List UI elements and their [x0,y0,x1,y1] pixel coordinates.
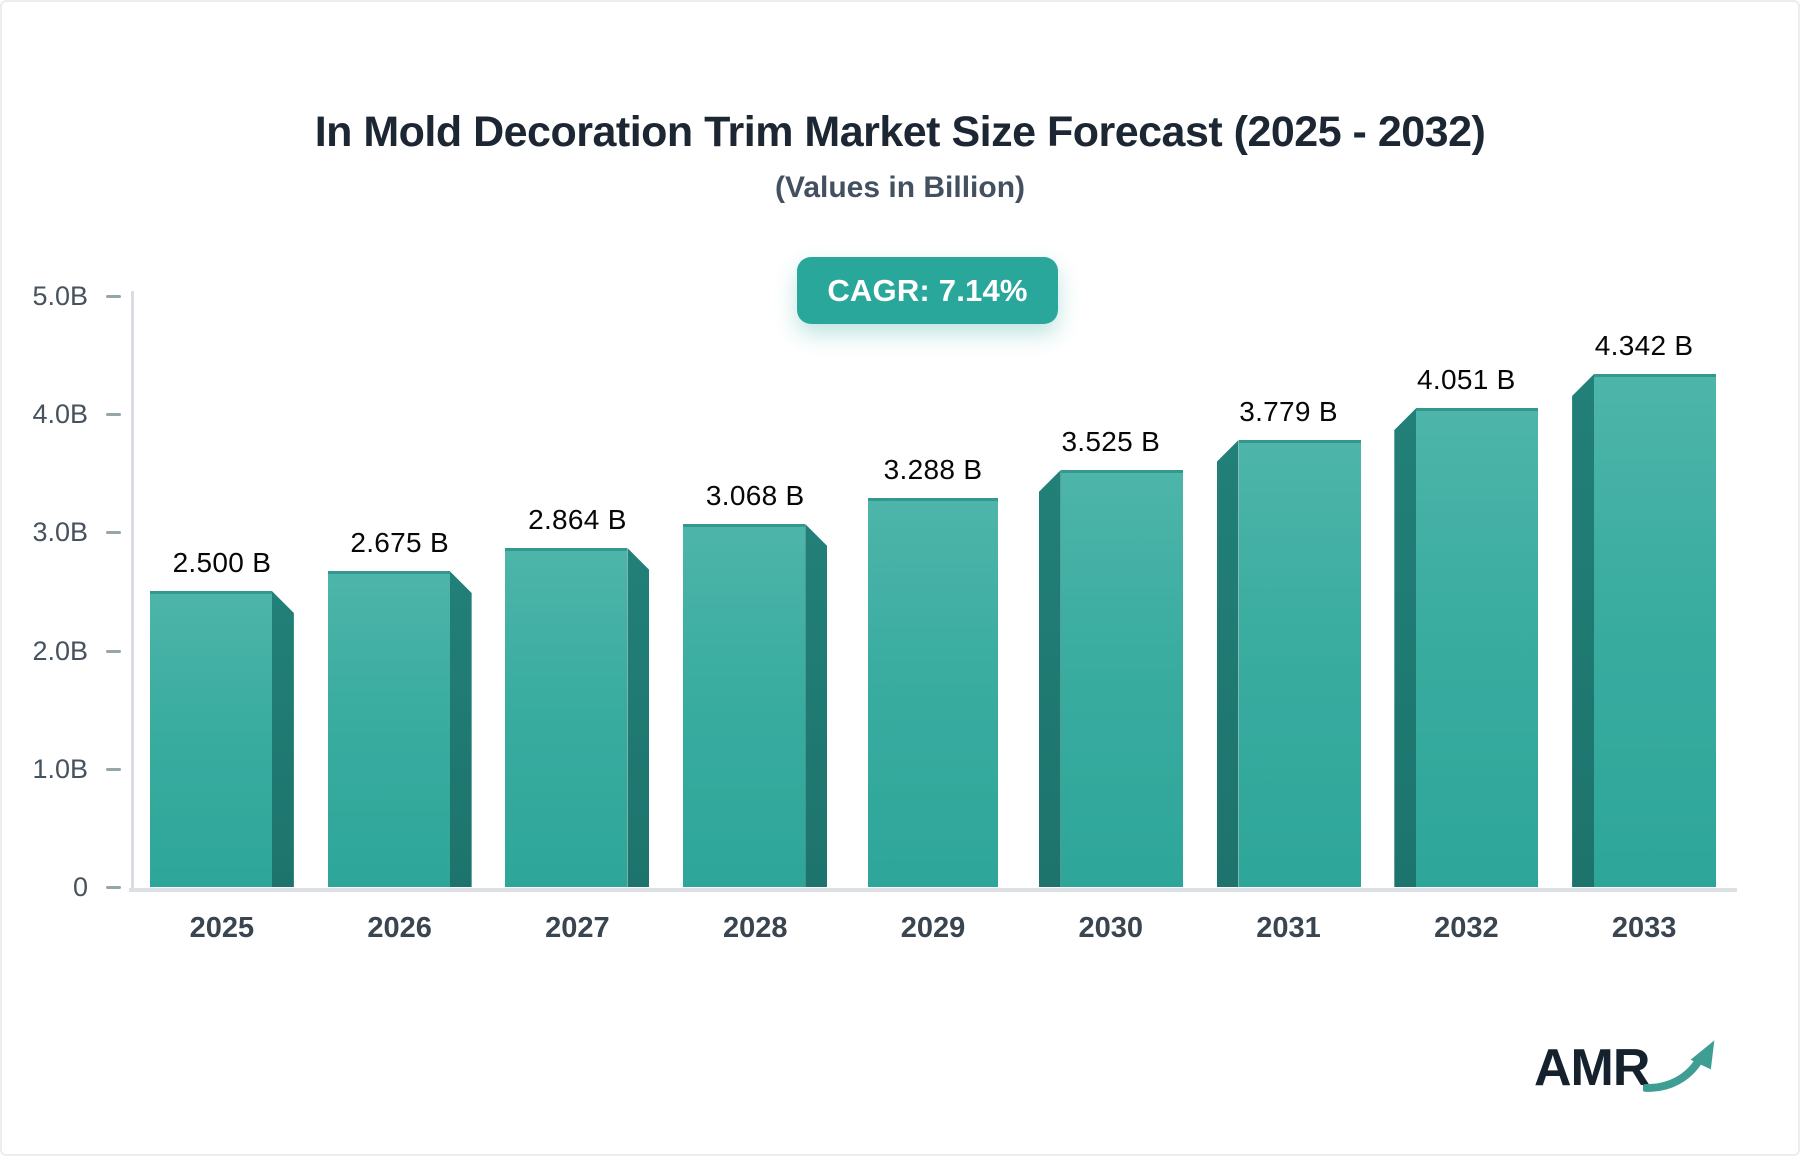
y-axis-tick-mark-2.0B [106,650,121,653]
bar-face-2033 [1594,374,1717,887]
bar-value-label-2026: 2.675 B [350,527,449,558]
bar-2031 [1216,440,1361,887]
bar-face-2031 [1238,440,1361,887]
x-axis-label-2028: 2028 [722,912,788,944]
x-axis-line [129,888,1737,892]
y-axis-tick-mark-5.0B [106,295,121,298]
cagr-badge: CAGR: 7.14% [797,257,1058,324]
y-axis-tick-label-2.0B: 2.0B [32,636,88,666]
logo-text: AMR [1534,1039,1650,1097]
bar-slot-2028: 3.068 B [666,296,844,887]
bar-2025 [149,591,294,887]
bar-slot-2032: 4.051 B [1377,296,1555,887]
bar-slot-2025: 2.500 B [133,296,311,887]
bar-side-face-2032 [1394,408,1417,887]
cagr-badge-label: CAGR: 7.14% [827,272,1028,308]
bar-face-2026 [327,571,450,887]
y-axis-ticks: 5.0B 4.0B 3.0B 2.0B 1.0B 0 [2,281,133,902]
chart-subtitle: (Values in Billion) [774,171,1026,204]
y-axis-tick-label-3.0B: 3.0B [32,517,88,547]
bar-2030 [1038,470,1183,887]
bar-value-label-2029: 3.288 B [883,454,983,485]
bar-value-label-2028: 3.068 B [705,480,805,511]
bar-2033 [1572,374,1717,887]
bar-side-face-2030 [1038,470,1061,887]
bar-face-2030 [1060,470,1183,887]
bar-slot-2027: 2.864 B [489,296,667,887]
bar-face-2028 [683,524,806,887]
bar-side-face-2027 [627,548,650,887]
bar-slot-2029: 3.288 B [844,296,1022,887]
bar-side-face-2033 [1572,374,1595,887]
x-axis-label-2027: 2027 [545,912,610,944]
y-axis-tick-mark-0 [106,886,121,889]
x-axis-labels: 2025 2026 2027 2028 2029 2030 2031 2032 2033 [133,910,1733,950]
x-axis-label-2030: 2030 [1078,912,1144,944]
bar-value-label-2031: 3.779 B [1239,396,1338,427]
y-axis-tick-mark-3.0B [106,531,121,534]
bar-face-2027 [505,548,628,887]
bar-2027 [505,548,650,887]
bar-2028 [683,524,828,887]
y-axis-tick-label-0: 0 [72,872,88,902]
x-axis-label-2033: 2033 [1611,912,1677,944]
y-axis-line [131,291,134,891]
bar-face-2025 [149,591,272,887]
bar-slot-2030: 3.525 B [1022,296,1200,887]
bar-value-label-2032: 4.051 B [1417,364,1516,395]
y-axis-tick-label-4.0B: 4.0B [32,399,88,429]
y-axis-tick-label-5.0B: 5.0B [32,281,88,311]
bar-face-2032 [1416,408,1539,887]
bar-value-label-2030: 3.525 B [1061,426,1161,457]
growth-arrow-icon [1643,1040,1715,1092]
logo: AMR [1534,1034,1717,1094]
bar-side-face-2028 [805,524,828,887]
x-axis-label-2026: 2026 [367,912,432,944]
bar-side-face-2026 [449,571,472,887]
bar-value-label-2027: 2.864 B [528,504,627,535]
bar-face-2029 [867,498,998,887]
bar-slot-2031: 3.779 B [1200,296,1378,887]
bar-side-face-2031 [1216,440,1239,887]
x-axis-label-2029: 2029 [900,912,966,944]
plot-area: 2.500 B 2.675 B 2.864 B 3.068 B 3.288 B 3.525… [133,296,1733,887]
chart-title: In Mold Decoration Trim Market Size Fore… [314,108,1486,156]
bar-side-face-2025 [271,591,294,887]
bar-slot-2026: 2.675 B [311,296,489,887]
bar-2032 [1394,408,1539,887]
y-axis-tick-label-1.0B: 1.0B [32,754,88,784]
y-axis-tick-mark-4.0B [106,413,121,416]
bar-slot-2033: 4.342 B [1555,296,1733,887]
bar-value-label-2025: 2.500 B [172,547,272,578]
y-axis-tick-mark-1.0B [106,768,121,771]
x-axis-label-2032: 2032 [1434,912,1499,944]
bar-value-label-2033: 4.342 B [1594,330,1694,361]
bar-2029 [867,498,998,887]
x-axis-label-2031: 2031 [1256,912,1321,944]
bar-2026 [327,571,472,887]
x-axis-label-2025: 2025 [189,912,255,944]
